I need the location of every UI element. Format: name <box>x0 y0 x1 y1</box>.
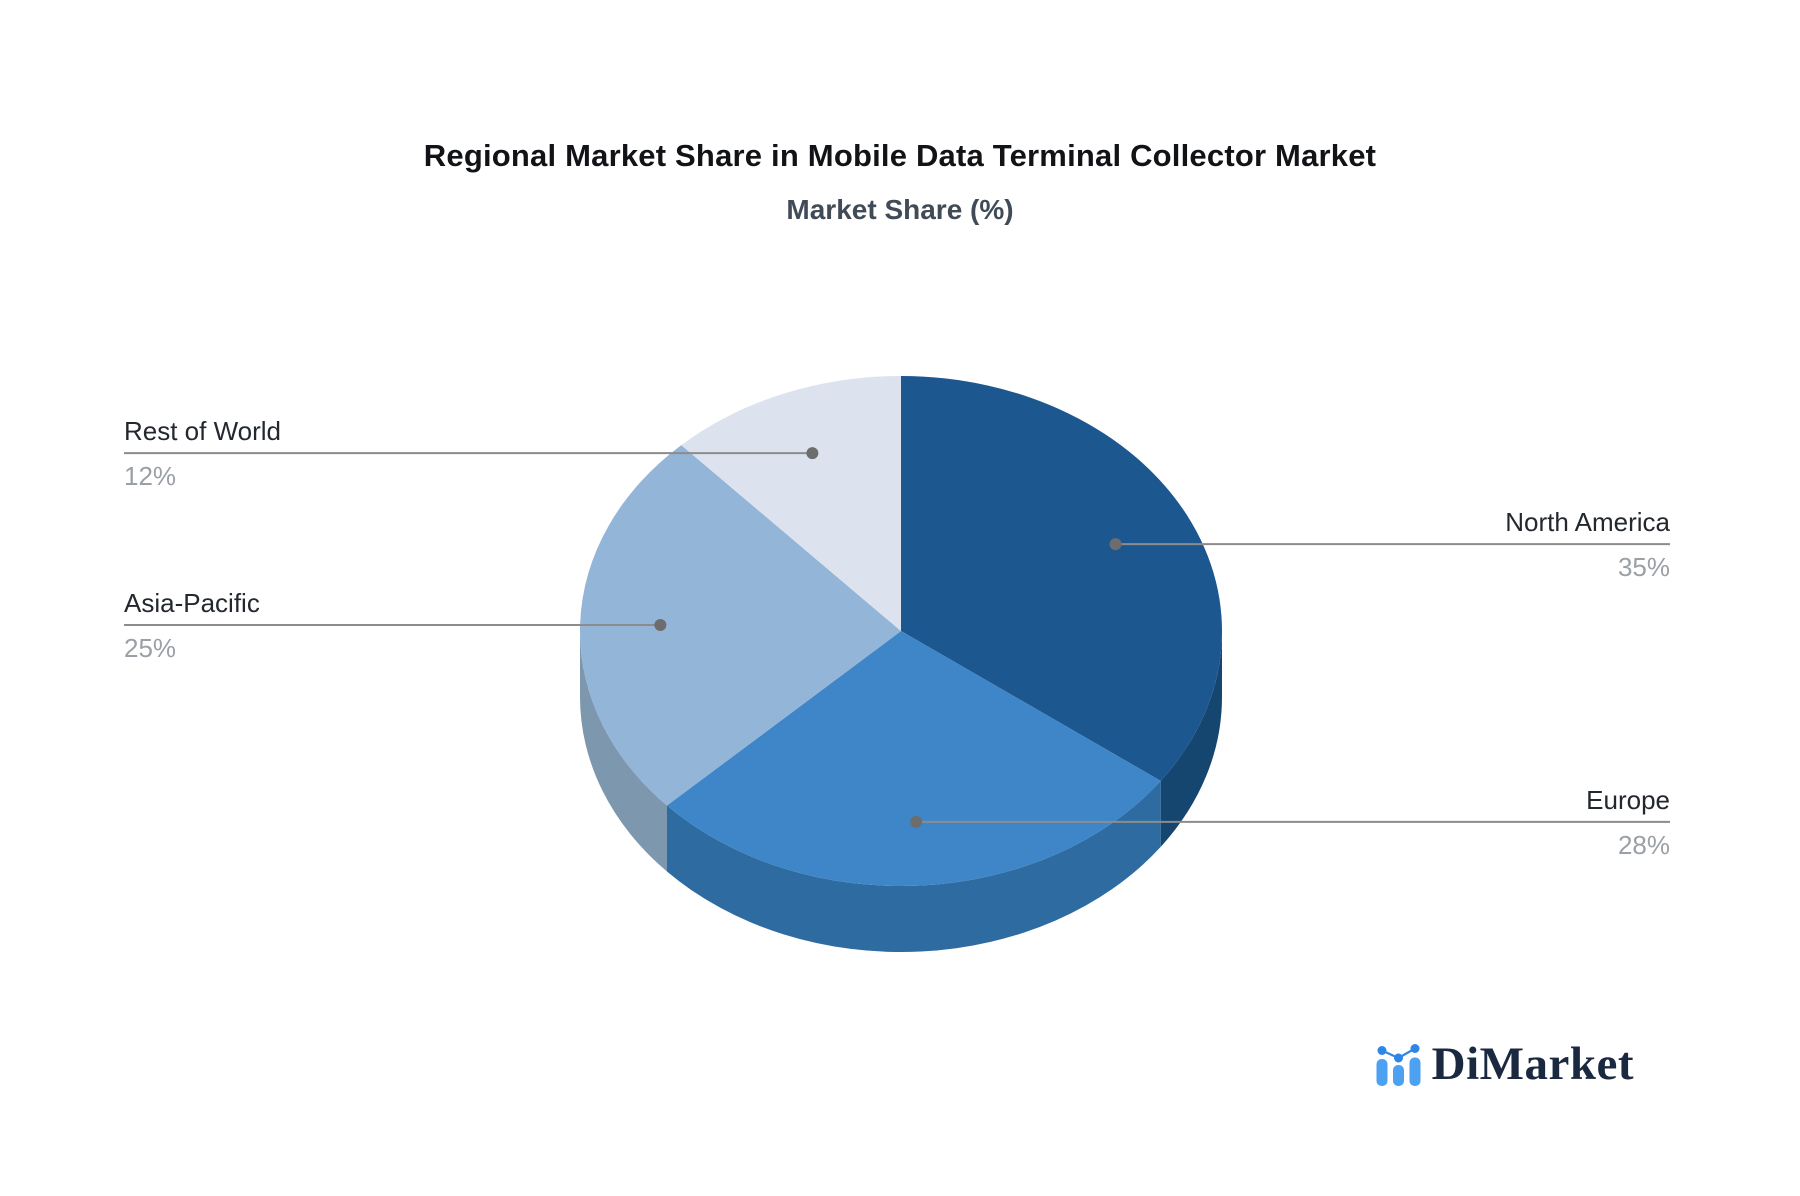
leader-dot-rest-of-world <box>806 447 819 460</box>
pie-label-name: Rest of World <box>124 416 282 447</box>
pie-label-value: 28% <box>1617 829 1670 860</box>
chart-title: Regional Market Share in Mobile Data Ter… <box>423 138 1377 173</box>
pie-slice-rest-of-world[interactable] <box>681 376 901 631</box>
pie-label-north-america: North America 35% <box>1505 507 1670 582</box>
leader-dot-asia-pacific <box>654 618 667 631</box>
leader-dot-north-america <box>1109 538 1122 551</box>
leader-dot-europe <box>910 815 923 828</box>
pie-label-asia-pacific: Asia-Pacific 25% <box>124 588 260 663</box>
pie-slice-side-north-america[interactable] <box>1160 631 1222 847</box>
pie-slice-side-asia-pacific[interactable] <box>580 631 668 872</box>
pie-label-value: 35% <box>1617 552 1670 583</box>
pie-label-name: Europe <box>1586 784 1670 815</box>
pie-label-name: Asia-Pacific <box>124 587 260 618</box>
pie-label-value: 12% <box>124 461 177 492</box>
chart-subtitle: Market Share (%) <box>786 194 1014 225</box>
logo-text: DiMarket <box>1431 1038 1634 1090</box>
pie-label-europe: Europe 28% <box>1586 785 1670 860</box>
pie-slice-asia-pacific[interactable] <box>580 445 901 806</box>
pie-label-name: North America <box>1505 507 1670 538</box>
pie-slice-side-europe[interactable] <box>667 780 1161 952</box>
pie-label-rest-of-world: Rest of World 12% <box>124 416 281 491</box>
pie-label-value: 25% <box>124 632 177 663</box>
bar-chart-sparkline-icon <box>1376 1044 1421 1086</box>
dimarket-logo[interactable]: DiMarket <box>1375 1038 1634 1090</box>
pie-slice-north-america[interactable] <box>901 376 1222 781</box>
